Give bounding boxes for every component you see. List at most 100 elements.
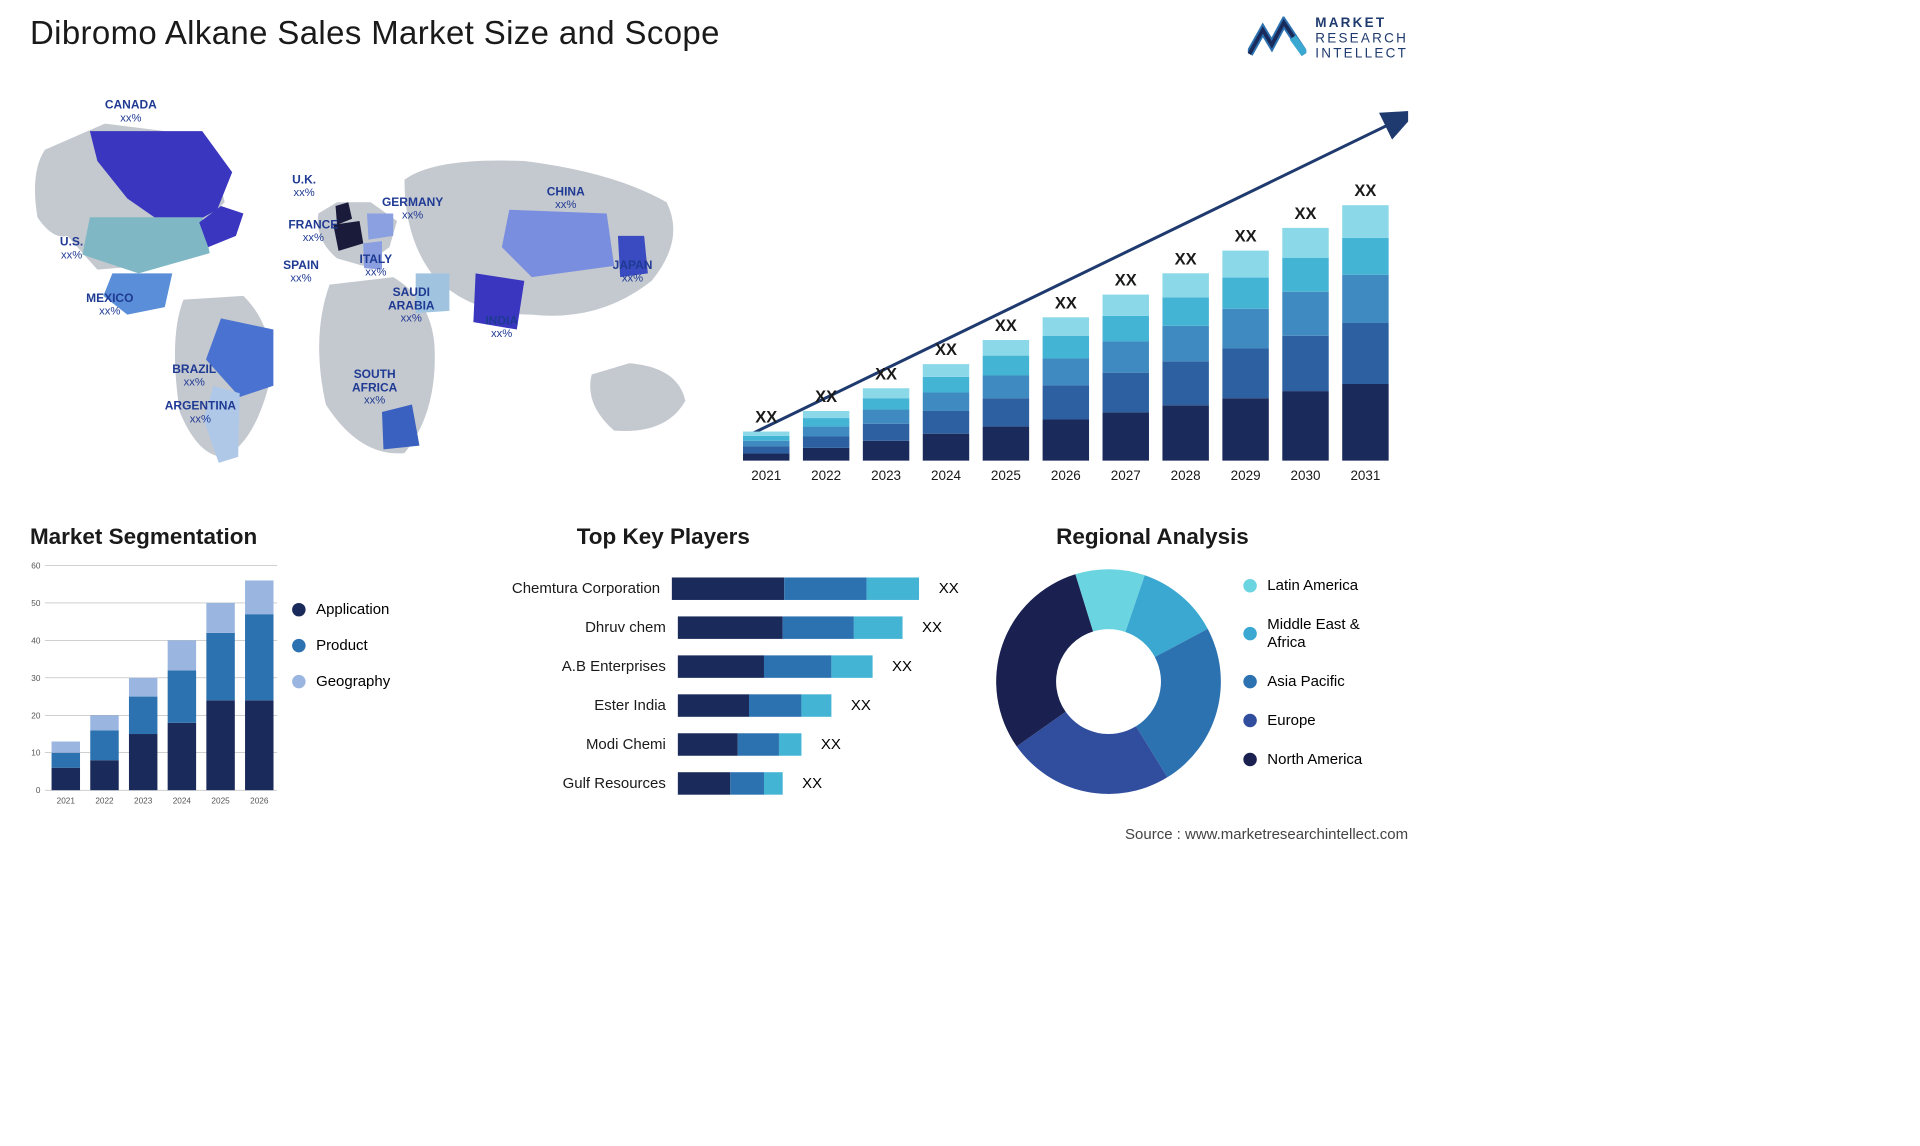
player-value: XX [939, 580, 959, 597]
legend-item: Latin America [1243, 577, 1362, 595]
svg-text:XX: XX [755, 409, 777, 427]
svg-text:2028: 2028 [1171, 468, 1201, 483]
svg-text:XX: XX [1175, 250, 1197, 268]
player-bar [672, 577, 919, 599]
player-row: Gulf Resources XX [494, 764, 958, 803]
svg-text:2022: 2022 [95, 797, 114, 806]
svg-text:2026: 2026 [1051, 468, 1081, 483]
player-row: Ester India XX [494, 686, 958, 725]
svg-text:20: 20 [31, 711, 41, 720]
legend-item: Asia Pacific [1243, 673, 1362, 691]
player-bar [678, 694, 832, 716]
growth-chart: XX 2021 XX 2022 XX 2023 XX 2024 XX 2025 XX 2026 XX 20… [734, 105, 1408, 494]
player-label: Dhruv chem [494, 619, 670, 636]
player-bar [678, 772, 783, 794]
svg-text:2025: 2025 [211, 797, 230, 806]
player-label: Modi Chemi [494, 736, 670, 753]
map-label: INDIAxx% [485, 315, 518, 341]
brand-logo: MARKET RESEARCH INTELLECT [1248, 15, 1408, 61]
segmentation-chart: 0 10 20 30 40 50 60 2021 2022 2023 2024 2025 2026 [22, 558, 280, 813]
legend-item: Middle East &Africa [1243, 616, 1362, 652]
svg-text:10: 10 [31, 749, 41, 758]
player-value: XX [821, 736, 841, 753]
source-text: Source : www.marketresearchintellect.com [1125, 826, 1408, 843]
legend-item: Geography [292, 664, 390, 700]
svg-text:XX: XX [935, 341, 957, 359]
svg-text:XX: XX [815, 388, 837, 406]
map-label: ARGENTINAxx% [165, 400, 236, 426]
map-label: U.K.xx% [292, 174, 316, 200]
player-row: A.B Enterprises XX [494, 647, 958, 686]
svg-text:2027: 2027 [1111, 468, 1141, 483]
world-map: CANADAxx% U.S.xx% MEXICOxx% BRAZILxx% ARGENT… [15, 90, 719, 494]
segmentation-svg: 0 10 20 30 40 50 60 2021 2022 2023 2024 2025 2026 [22, 558, 280, 813]
map-label: SAUDIARABIAxx% [388, 286, 435, 325]
legend-item: Product [292, 628, 390, 664]
player-bar [678, 616, 903, 638]
svg-text:2022: 2022 [811, 468, 841, 483]
segmentation-title: Market Segmentation [30, 524, 257, 549]
players-title: Top Key Players [577, 524, 750, 549]
donut-svg [989, 562, 1229, 802]
logo-text: MARKET RESEARCH INTELLECT [1315, 15, 1408, 61]
player-label: Chemtura Corporation [494, 580, 664, 597]
svg-text:2026: 2026 [250, 797, 269, 806]
svg-text:XX: XX [1235, 228, 1257, 246]
svg-text:50: 50 [31, 599, 41, 608]
svg-text:2023: 2023 [871, 468, 901, 483]
svg-text:2021: 2021 [751, 468, 781, 483]
svg-text:30: 30 [31, 674, 41, 683]
players-chart: Chemtura CorporationXXDhruv chemXXA.B En… [494, 569, 958, 803]
map-label: JAPANxx% [613, 259, 653, 285]
legend-item: Application [292, 592, 390, 628]
svg-text:XX: XX [1295, 205, 1317, 223]
player-value: XX [802, 775, 822, 792]
player-value: XX [851, 697, 871, 714]
map-label: SPAINxx% [283, 259, 319, 285]
player-label: Gulf Resources [494, 775, 670, 792]
svg-text:XX: XX [1354, 182, 1376, 200]
svg-text:2029: 2029 [1231, 468, 1261, 483]
svg-text:XX: XX [1055, 294, 1077, 312]
player-row: Dhruv chem XX [494, 608, 958, 647]
growth-chart-svg: XX 2021 XX 2022 XX 2023 XX 2024 XX 2025 XX 2026 XX 20… [734, 105, 1408, 494]
svg-text:2030: 2030 [1291, 468, 1321, 483]
player-row: Modi Chemi XX [494, 725, 958, 764]
map-label: GERMANYxx% [382, 196, 443, 222]
legend-item: Europe [1243, 712, 1362, 730]
player-value: XX [922, 619, 942, 636]
map-label: MEXICOxx% [86, 292, 133, 318]
regional-legend: Latin America Middle East &Africa Asia Pac… [1243, 577, 1362, 790]
map-label: CANADAxx% [105, 99, 157, 125]
map-label: FRANCExx% [288, 219, 338, 245]
player-bar [678, 655, 873, 677]
regional-donut [989, 562, 1229, 802]
svg-text:XX: XX [875, 365, 897, 383]
svg-text:2023: 2023 [134, 797, 153, 806]
page-title: Dibromo Alkane Sales Market Size and Sco… [30, 15, 720, 52]
svg-text:60: 60 [31, 561, 41, 570]
regional-title: Regional Analysis [1056, 524, 1249, 549]
map-label: ITALYxx% [360, 253, 393, 279]
svg-text:40: 40 [31, 636, 41, 645]
svg-text:2031: 2031 [1350, 468, 1380, 483]
logo-icon [1248, 17, 1306, 60]
svg-text:2024: 2024 [173, 797, 192, 806]
map-label: U.S.xx% [60, 236, 83, 262]
segmentation-legend: ApplicationProductGeography [292, 592, 390, 700]
svg-text:2024: 2024 [931, 468, 961, 483]
player-value: XX [892, 658, 912, 675]
svg-text:XX: XX [995, 317, 1017, 335]
map-label: BRAZILxx% [172, 363, 216, 389]
player-row: Chemtura Corporation XX [494, 569, 958, 608]
player-label: A.B Enterprises [494, 658, 670, 675]
svg-text:0: 0 [36, 786, 41, 795]
player-bar [678, 733, 802, 755]
player-label: Ester India [494, 697, 670, 714]
legend-item: North America [1243, 750, 1362, 768]
map-label: CHINAxx% [547, 186, 585, 212]
svg-text:2021: 2021 [57, 797, 76, 806]
svg-text:XX: XX [1115, 272, 1137, 290]
svg-text:2025: 2025 [991, 468, 1021, 483]
map-label: SOUTHAFRICAxx% [352, 369, 397, 408]
